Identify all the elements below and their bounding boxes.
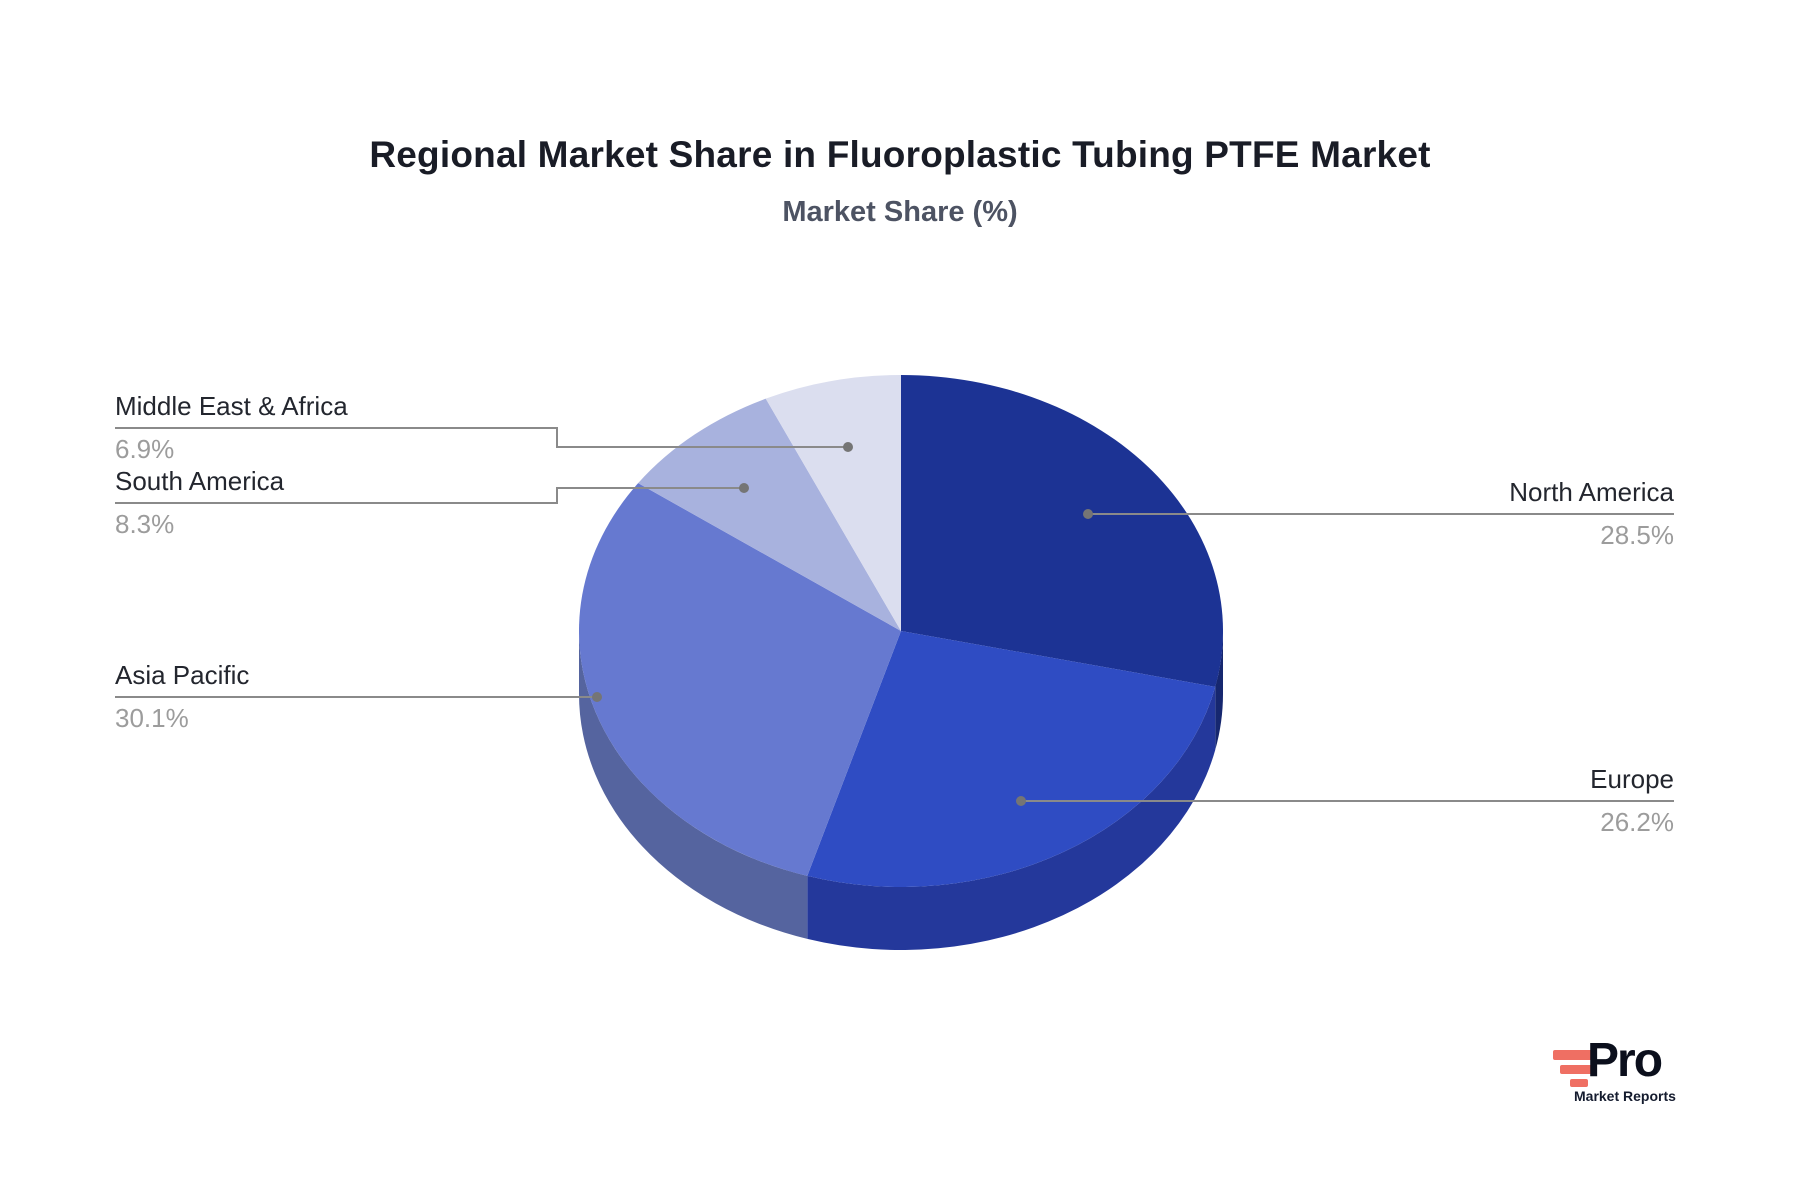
pie-slice-south-america[interactable] (638, 398, 901, 631)
callout-label-middle-east-africa: Middle East & Africa (115, 391, 348, 421)
callout-value-asia-pacific: 30.1% (115, 703, 189, 733)
logo-brand-text: Pro (1587, 1034, 1663, 1087)
callout-value-south-america: 8.3% (115, 509, 175, 539)
leader-dot-asia-pacific (592, 692, 602, 702)
logo-tagline-text: Market Reports (1574, 1088, 1676, 1104)
logo-bar-icon (1570, 1079, 1588, 1087)
leader-dot-europe (1016, 796, 1026, 806)
chart-subtitle: Market Share (%) (782, 196, 1018, 228)
callout-value-middle-east-africa: 6.9% (115, 434, 175, 464)
pie-slice-europe[interactable] (807, 631, 1216, 888)
pie-slice-north-america[interactable] (901, 374, 1224, 687)
pie-slice-side-europe (807, 686, 1216, 951)
pie-slice-side-north-america (1215, 631, 1224, 750)
callout-label-south-america: South America (115, 466, 285, 496)
pie-slice-side-asia-pacific (579, 631, 808, 939)
brand-logo: Pro Market Reports (1550, 1034, 1676, 1108)
pie-slice-middle-east-africa[interactable] (765, 375, 901, 631)
chart-title: Regional Market Share in Fluoroplastic T… (369, 134, 1431, 175)
leader-line-middle-east-africa (115, 427, 848, 448)
callout-value-north-america: 28.5% (1600, 520, 1674, 550)
callout-label-asia-pacific: Asia Pacific (115, 660, 250, 690)
leader-dot-south-america (739, 483, 749, 493)
logo-bar-icon (1553, 1050, 1597, 1060)
logo-bar-icon (1560, 1065, 1597, 1074)
callout-label-north-america: North America (1509, 477, 1674, 507)
leader-dot-north-america (1083, 509, 1093, 519)
leader-line-south-america (115, 487, 744, 504)
callout-value-europe: 26.2% (1600, 807, 1674, 837)
pie-slice-asia-pacific[interactable] (578, 483, 901, 876)
leader-dot-middle-east-africa (843, 442, 853, 452)
callout-label-europe: Europe (1590, 764, 1674, 794)
